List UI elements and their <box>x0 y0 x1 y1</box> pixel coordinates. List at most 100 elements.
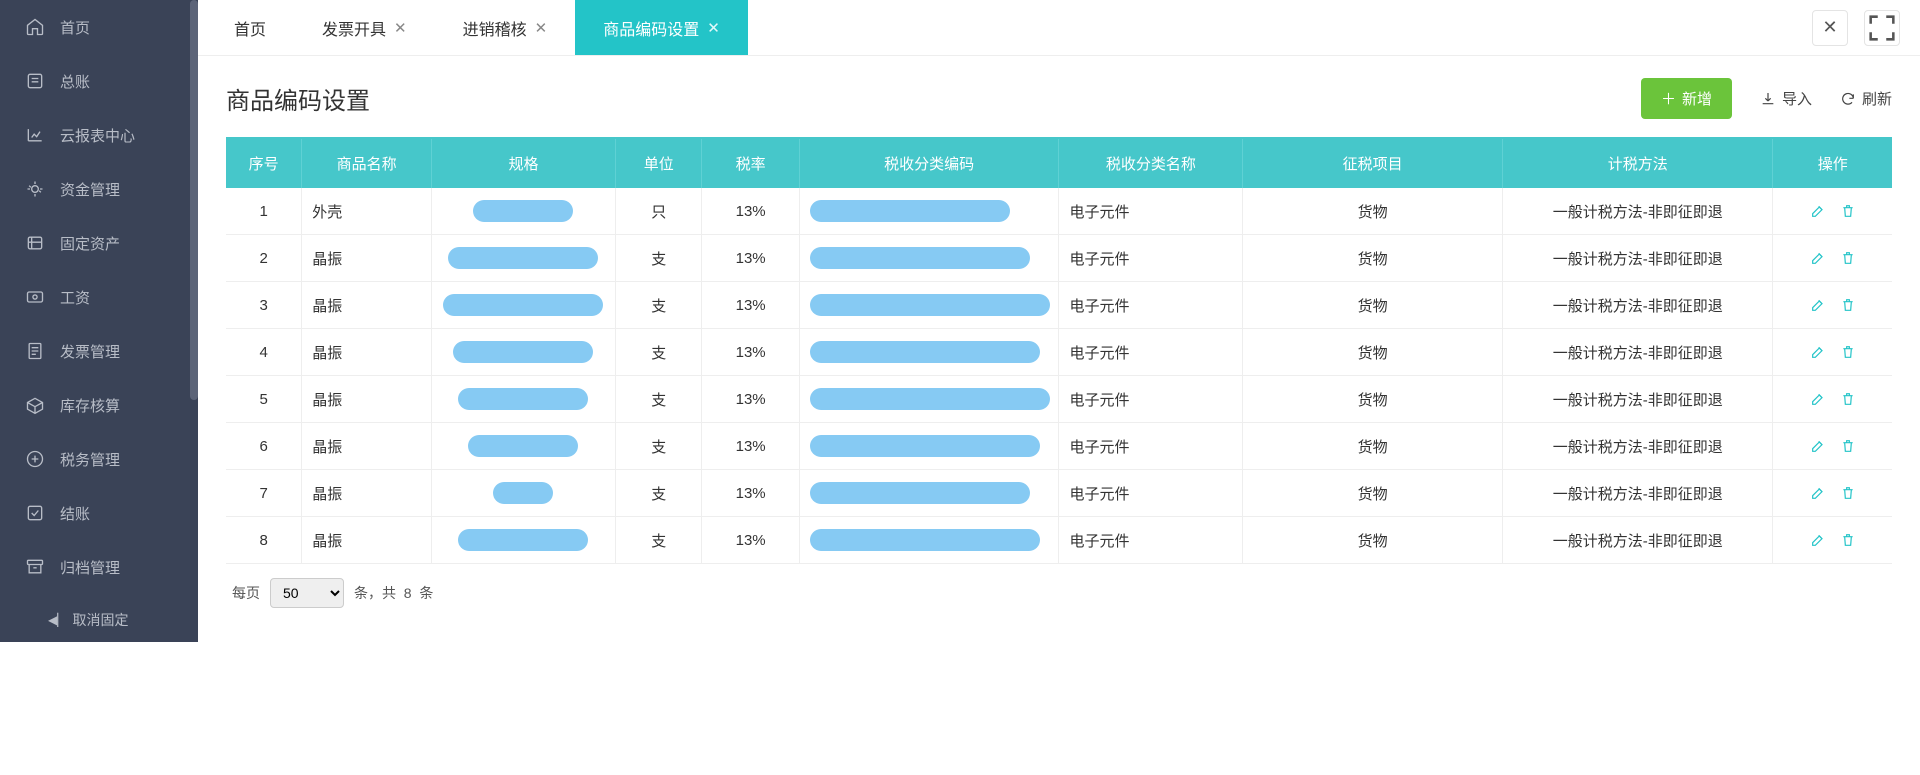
close-icon[interactable]: ✕ <box>394 19 407 37</box>
cell-catname: 电子元件 <box>1059 188 1243 235</box>
add-button-label: 新增 <box>1682 88 1712 109</box>
tabbar: 首页发票开具✕进销稽核✕商品编码设置✕ ✕ <box>198 0 1920 56</box>
cell-code <box>799 376 1059 423</box>
sidebar-item-stock[interactable]: 库存核算 <box>0 378 198 432</box>
cell-unit: 支 <box>615 517 702 564</box>
tab-label: 商品编码设置 <box>603 16 699 40</box>
redacted-spec <box>493 482 553 504</box>
cell-method: 一般计税方法-非即征即退 <box>1502 517 1772 564</box>
close-icon[interactable]: ✕ <box>707 19 720 37</box>
close-icon[interactable]: ✕ <box>535 19 548 37</box>
delete-button[interactable] <box>1840 485 1856 501</box>
delete-button[interactable] <box>1840 297 1856 313</box>
delete-button[interactable] <box>1840 438 1856 454</box>
redacted-code <box>810 482 1030 504</box>
delete-button[interactable] <box>1840 391 1856 407</box>
report-icon <box>24 124 46 146</box>
sidebar-item-label: 云报表中心 <box>60 125 135 146</box>
redacted-code <box>810 388 1050 410</box>
tab-进销稽核[interactable]: 进销稽核✕ <box>435 0 576 55</box>
cell-code <box>799 188 1059 235</box>
close-all-tabs-button[interactable]: ✕ <box>1812 10 1848 46</box>
cell-name: 晶振 <box>302 376 432 423</box>
page-size-select[interactable]: 50 <box>270 578 344 608</box>
cell-catname: 电子元件 <box>1059 470 1243 517</box>
edit-button[interactable] <box>1810 391 1826 407</box>
cell-actions <box>1773 235 1892 282</box>
add-button[interactable]: ＋ 新增 <box>1641 78 1732 119</box>
cell-name: 晶振 <box>302 235 432 282</box>
sidebar-scrollbar[interactable] <box>190 0 198 400</box>
salary-icon <box>24 286 46 308</box>
edit-button[interactable] <box>1810 344 1826 360</box>
redacted-code <box>810 294 1050 316</box>
edit-button[interactable] <box>1810 532 1826 548</box>
import-button[interactable]: 导入 <box>1760 88 1812 109</box>
cell-method: 一般计税方法-非即征即退 <box>1502 188 1772 235</box>
sidebar-item-archive[interactable]: 归档管理 <box>0 540 198 594</box>
edit-button[interactable] <box>1810 485 1826 501</box>
cell-rate: 13% <box>702 235 799 282</box>
tab-发票开具[interactable]: 发票开具 ✕ <box>294 0 435 55</box>
cell-rate: 13% <box>702 470 799 517</box>
sidebar-item-tax[interactable]: 税务管理 <box>0 432 198 486</box>
sidebar-item-fund[interactable]: 资金管理 <box>0 162 198 216</box>
sidebar-item-invoice[interactable]: 发票管理 <box>0 324 198 378</box>
cell-taxitem: 货物 <box>1243 329 1503 376</box>
sidebar-item-ledger[interactable]: 总账 <box>0 54 198 108</box>
sidebar-item-asset[interactable]: 固定资产 <box>0 216 198 270</box>
plus-icon: ＋ <box>1661 88 1676 109</box>
cell-code <box>799 470 1059 517</box>
cell-name: 晶振 <box>302 517 432 564</box>
sidebar-item-home[interactable]: 首页 <box>0 0 198 54</box>
cell-catname: 电子元件 <box>1059 423 1243 470</box>
redacted-spec <box>448 247 598 269</box>
ledger-icon <box>24 70 46 92</box>
cell-seq: 3 <box>226 282 302 329</box>
sidebar-item-close[interactable]: 结账 <box>0 486 198 540</box>
cell-unit: 支 <box>615 423 702 470</box>
redacted-code <box>810 247 1030 269</box>
table-header-cell: 商品名称 <box>302 139 432 188</box>
delete-button[interactable] <box>1840 250 1856 266</box>
tab-商品编码设置[interactable]: 商品编码设置 ✕ <box>575 0 748 55</box>
sidebar-item-label: 总账 <box>60 71 90 92</box>
table-row: 3晶振支13%电子元件货物一般计税方法-非即征即退 <box>226 282 1892 329</box>
cell-actions <box>1773 470 1892 517</box>
table-row: 2晶振支13%电子元件货物一般计税方法-非即征即退 <box>226 235 1892 282</box>
edit-button[interactable] <box>1810 297 1826 313</box>
cell-taxitem: 货物 <box>1243 188 1503 235</box>
cell-unit: 支 <box>615 282 702 329</box>
invoice-icon <box>24 340 46 362</box>
cell-code <box>799 329 1059 376</box>
sidebar-item-salary[interactable]: 工资 <box>0 270 198 324</box>
redacted-code <box>810 435 1040 457</box>
fullscreen-button[interactable] <box>1864 10 1900 46</box>
cell-seq: 4 <box>226 329 302 376</box>
cell-method: 一般计税方法-非即征即退 <box>1502 329 1772 376</box>
cell-taxitem: 货物 <box>1243 282 1503 329</box>
sidebar-item-report[interactable]: 云报表中心 <box>0 108 198 162</box>
tab-label: 发票开具 <box>322 16 386 40</box>
cell-seq: 6 <box>226 423 302 470</box>
sidebar-item-label: 首页 <box>60 17 90 38</box>
tab-首页[interactable]: 首页 <box>206 0 294 55</box>
cell-catname: 电子元件 <box>1059 329 1243 376</box>
edit-button[interactable] <box>1810 250 1826 266</box>
edit-button[interactable] <box>1810 438 1826 454</box>
sidebar-unpin[interactable]: ◀▏取消固定 <box>0 598 198 642</box>
cell-actions <box>1773 423 1892 470</box>
cell-seq: 1 <box>226 188 302 235</box>
refresh-button[interactable]: 刷新 <box>1840 88 1892 109</box>
sidebar-item-label: 税务管理 <box>60 449 120 470</box>
delete-button[interactable] <box>1840 344 1856 360</box>
table-header-cell: 操作 <box>1773 139 1892 188</box>
cell-catname: 电子元件 <box>1059 235 1243 282</box>
delete-button[interactable] <box>1840 532 1856 548</box>
delete-button[interactable] <box>1840 203 1856 219</box>
redacted-spec <box>468 435 578 457</box>
cell-taxitem: 货物 <box>1243 517 1503 564</box>
cell-code <box>799 282 1059 329</box>
cell-actions <box>1773 517 1892 564</box>
edit-button[interactable] <box>1810 203 1826 219</box>
